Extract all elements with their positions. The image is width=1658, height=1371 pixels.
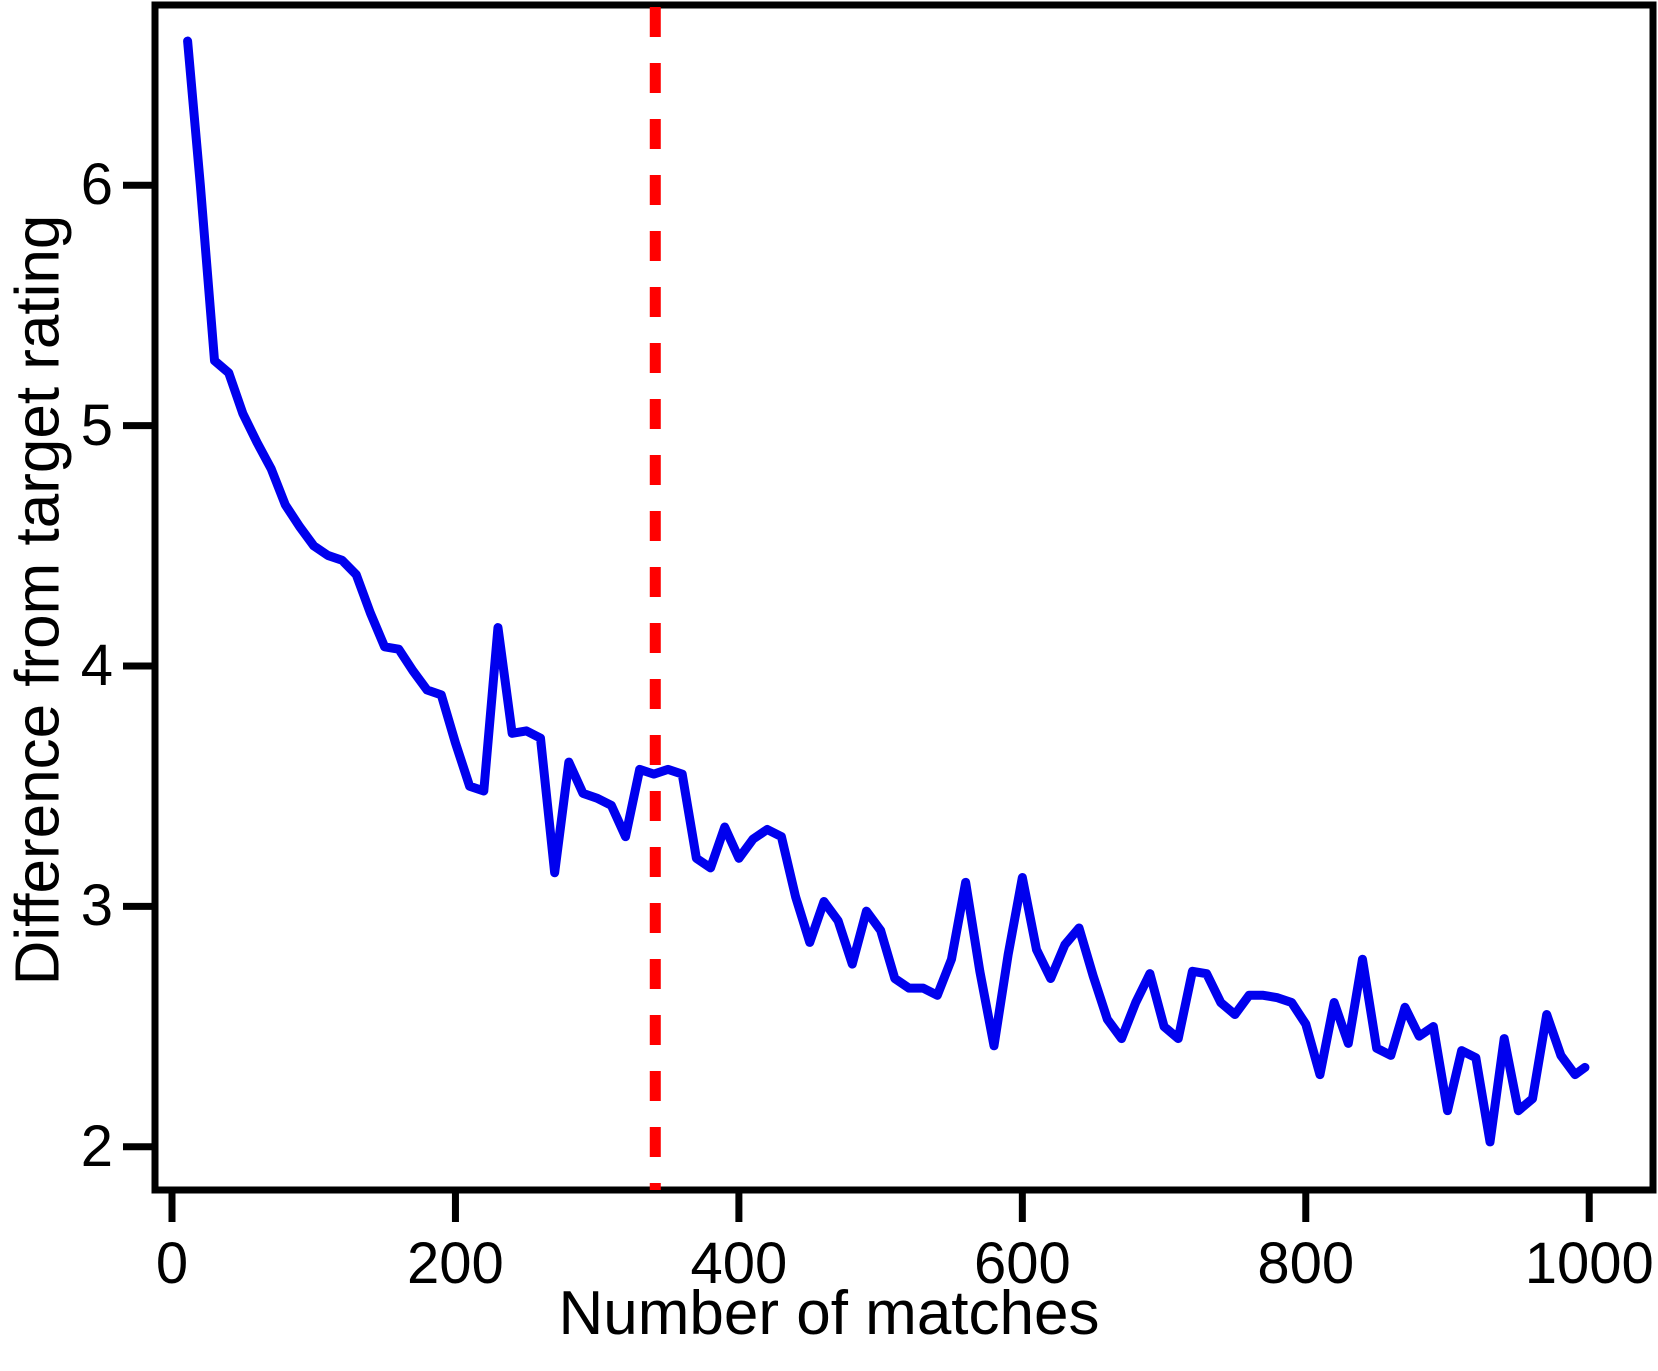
plot-frame	[151, 1, 1657, 1194]
y-tick-label: 4	[80, 633, 113, 698]
x-tick-label: 0	[155, 1231, 189, 1296]
data-series-line	[183, 36, 1590, 1147]
y-axis-label-container: Difference from target rating	[0, 0, 76, 1200]
y-tick-label: 5	[80, 392, 113, 458]
y-axis-label: Difference from target rating	[3, 214, 73, 986]
y-tick-label: 2	[80, 1113, 113, 1179]
x-tick-label: 400	[690, 1231, 788, 1296]
x-axis-ticks	[168, 1190, 1593, 1222]
y-tick-label: 3	[80, 873, 113, 939]
x-tick-label: 800	[1257, 1231, 1355, 1296]
x-tick-label: 200	[407, 1231, 504, 1296]
x-tick-label: 600	[973, 1231, 1071, 1296]
y-axis-ticks	[123, 181, 155, 1151]
y-tick-label: 6	[80, 152, 113, 218]
x-axis-label: Number of matches	[558, 1279, 1100, 1348]
x-tick-label: 1000	[1524, 1231, 1654, 1296]
